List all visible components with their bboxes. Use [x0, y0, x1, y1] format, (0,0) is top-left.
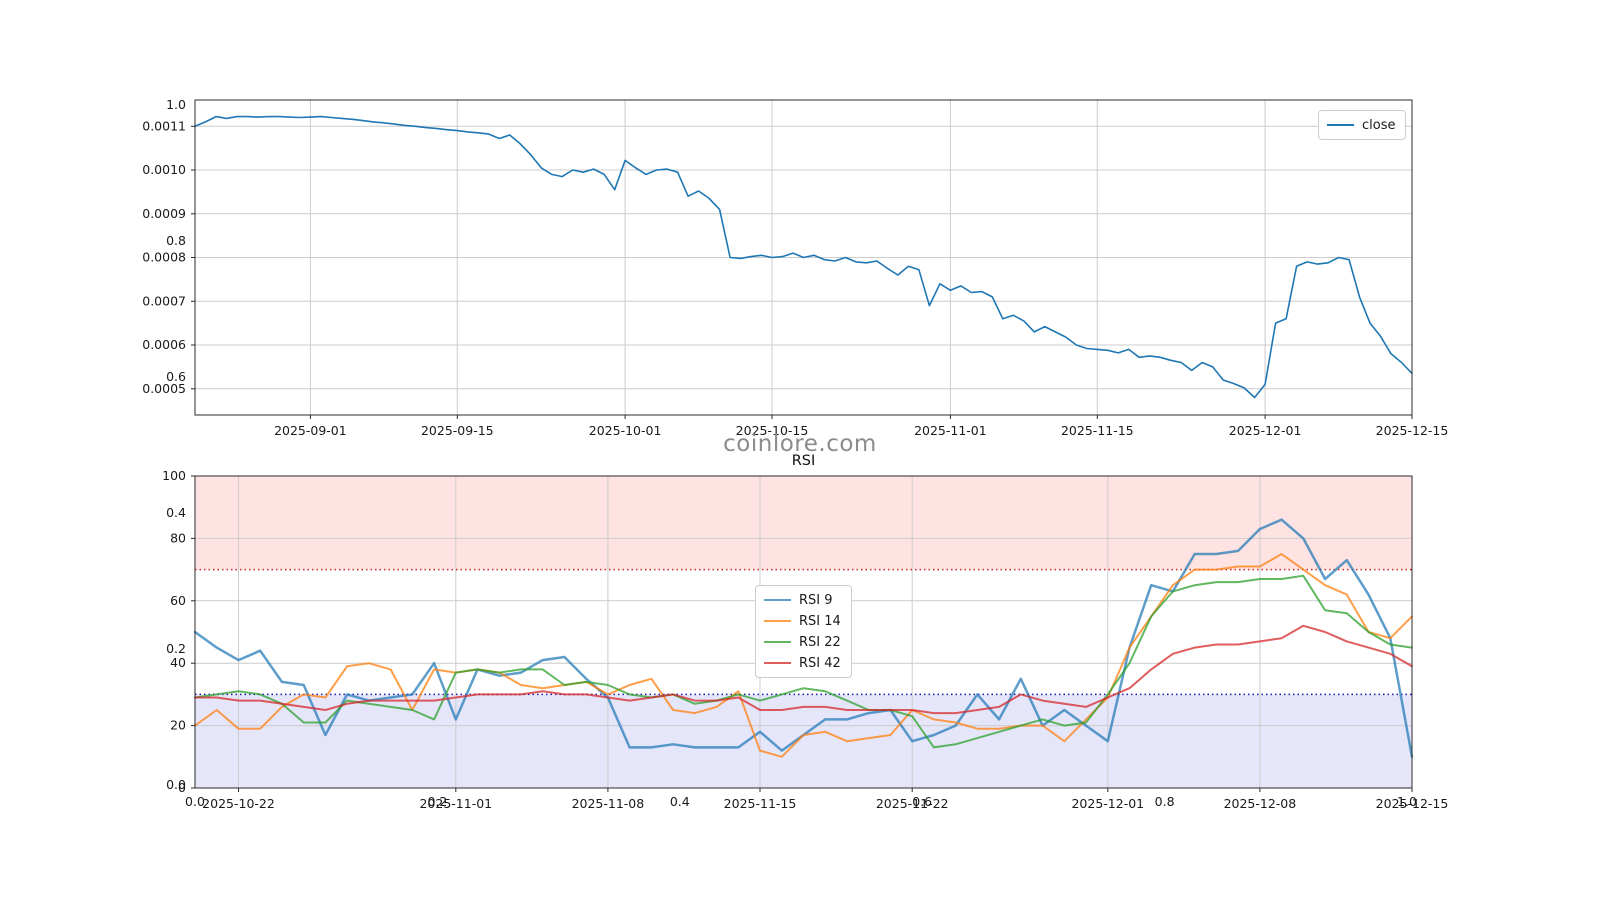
- y-tick-label: 0: [178, 780, 186, 795]
- legend-entry: RSI 9: [764, 590, 841, 610]
- legend-entry: RSI 42: [764, 653, 841, 673]
- legend-line-swatch: [764, 641, 791, 643]
- legend-label: RSI 14: [799, 613, 841, 629]
- legend-line-swatch: [1327, 124, 1354, 126]
- rsi-chart: 0 20 40 60 80 100 2025-10-22 2025-11-01 2025-11-…: [162, 468, 1448, 811]
- secondary-x-tick-label: 0.0: [185, 794, 205, 809]
- legend-line-swatch: [764, 662, 791, 664]
- legend-entry: RSI 22: [764, 632, 841, 652]
- y-tick-label: 0.0007: [142, 293, 186, 308]
- secondary-y-tick-label: 0.4: [166, 505, 186, 520]
- y-tick-label: 0.0009: [142, 206, 186, 221]
- price-legend: close: [1318, 110, 1407, 140]
- secondary-x-tick-label: 0.4: [670, 794, 690, 809]
- secondary-y-tick-label: 0.8: [166, 233, 186, 248]
- legend-label: RSI 22: [799, 634, 841, 650]
- x-tick-label: 2025-09-01: [274, 423, 347, 438]
- overbought-band: [195, 476, 1412, 570]
- x-tick-label: 2025-12-01: [1071, 796, 1144, 811]
- series-line-close: [194, 115, 1413, 399]
- secondary-x-tick-label: 0.2: [427, 794, 447, 809]
- legend-label: close: [1362, 117, 1396, 133]
- price-chart: 0.0005 0.0006 0.0007 0.0008 0.0009 0.0010 0.00…: [142, 99, 1449, 438]
- x-tick-label: 2025-12-01: [1229, 423, 1302, 438]
- y-tick-label: 0.0011: [142, 118, 186, 133]
- y-tick-label: 0.0010: [142, 162, 186, 177]
- x-tick-label: 2025-10-01: [589, 423, 662, 438]
- watermark: coinlore.com: [723, 431, 877, 457]
- legend-line-swatch: [764, 620, 791, 622]
- y-tick-label: 0.0008: [142, 250, 186, 265]
- x-tick-label: 2025-11-08: [572, 796, 645, 811]
- series-line-rsi-14: [194, 553, 1413, 758]
- legend-label: RSI 9: [799, 592, 833, 608]
- rsi-legend: RSI 9 RSI 14 RSI 22 RSI 42: [755, 585, 852, 678]
- y-tick-label: 0.0006: [142, 337, 186, 352]
- secondary-y-tick-label: 0.0: [166, 777, 186, 792]
- x-tick-label: 2025-11-22: [876, 796, 949, 811]
- x-tick-label: 2025-09-15: [421, 423, 494, 438]
- x-tick-label: 2025-11-01: [914, 423, 987, 438]
- secondary-y-tick-label: 1.0: [166, 97, 186, 112]
- y-tick-label: 0.0005: [142, 381, 186, 396]
- secondary-x-tick-label: 0.8: [1155, 794, 1175, 809]
- legend-line-swatch: [764, 599, 791, 601]
- secondary-y-tick-label: 0.2: [166, 641, 186, 656]
- x-tick-label: 2025-11-01: [419, 796, 492, 811]
- oversold-band: [195, 694, 1412, 788]
- secondary-x-tick-label: 1.0: [1397, 794, 1417, 809]
- y-tick-label: 60: [170, 593, 186, 608]
- y-tick-label: 80: [170, 530, 186, 545]
- x-tick-label: 2025-10-22: [202, 796, 275, 811]
- secondary-y-tick-label: 0.6: [166, 369, 186, 384]
- x-tick-label: 2025-12-08: [1224, 796, 1297, 811]
- rsi-title: RSI: [791, 453, 816, 469]
- x-tick-label: 2025-10-15: [736, 423, 809, 438]
- series-line-rsi-22: [194, 574, 1413, 749]
- legend-entry: close: [1327, 115, 1395, 135]
- legend-label: RSI 42: [799, 655, 841, 671]
- y-tick-label: 20: [170, 718, 186, 733]
- legend-entry: RSI 14: [764, 611, 841, 631]
- secondary-x-tick-label: 0.6: [912, 794, 932, 809]
- x-tick-label: 2025-11-15: [1061, 423, 1134, 438]
- x-tick-label: 2025-12-15: [1376, 423, 1449, 438]
- x-tick-label: 2025-12-15: [1376, 796, 1449, 811]
- y-tick-label: 100: [162, 468, 186, 483]
- series-line-rsi-42: [194, 624, 1413, 715]
- x-tick-label: 2025-11-15: [724, 796, 797, 811]
- y-tick-label: 40: [170, 655, 186, 670]
- secondary-axis-labels: 1.0 0.8 0.6 0.4 0.2 0.0 0.0 0.2 0.4 0.6 0.8 1.0: [166, 97, 1417, 809]
- plot-border: [194, 475, 1413, 789]
